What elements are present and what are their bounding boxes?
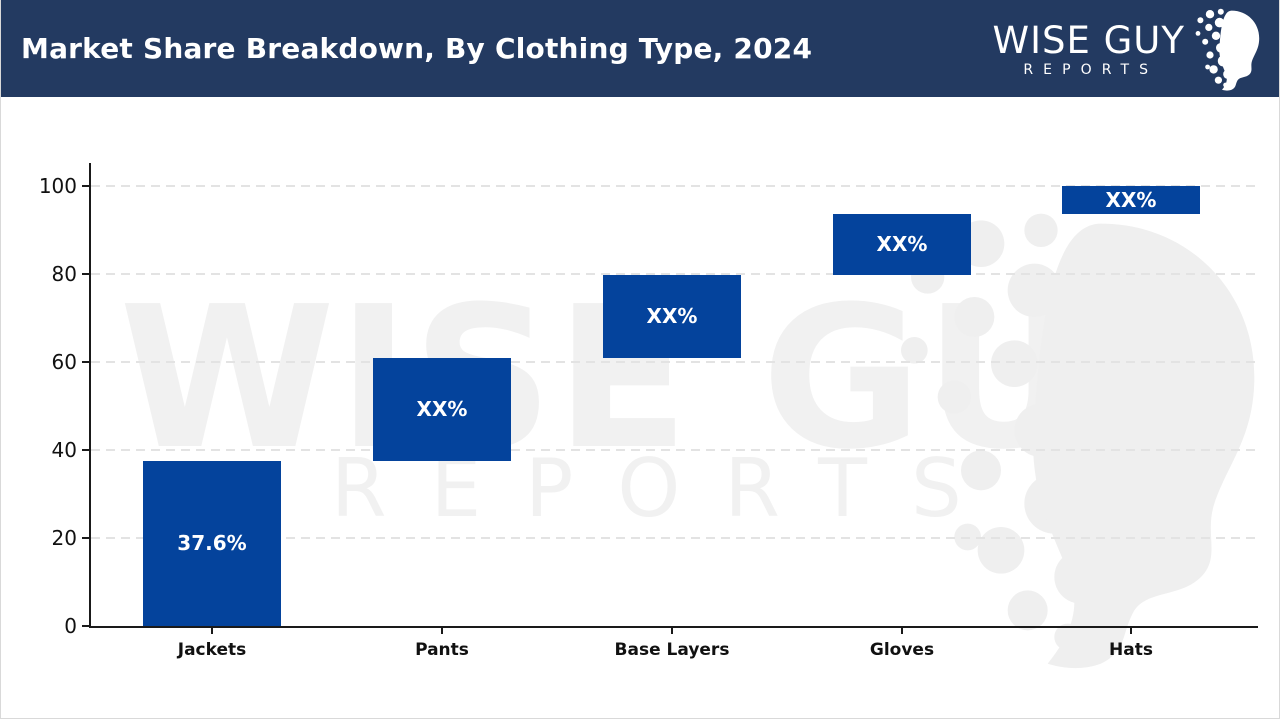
bar-value-label: XX% [416,397,468,422]
y-tick-mark [82,273,89,275]
y-tick-label: 80 [51,262,77,286]
y-tick-mark [82,185,89,187]
bar-value-label: XX% [646,304,698,329]
gridline [91,185,1257,187]
logo-face-icon [1191,7,1265,91]
y-tick-mark [82,625,89,627]
bar-segment-gloves: XX% [833,213,971,275]
x-tick-label-base-layers: Base Layers [614,640,730,660]
gridline [91,361,1257,363]
y-tick-label: 100 [38,174,77,198]
wise-guy-reports-logo: WISE GUY REPORTS [993,6,1265,92]
header: Market Share Breakdown, By Clothing Type… [1,0,1279,97]
bar-segment-base-layers: XX% [603,274,741,358]
y-tick-label: 0 [64,614,77,638]
x-axis-line [89,626,1258,628]
x-tick-mark [901,628,903,634]
x-tick-mark [671,628,673,634]
y-tick-mark [82,537,89,539]
bar-segment-hats: XX% [1062,186,1200,214]
chart-area: WISE GUY REPORTS 0 20 40 60 80 100 37.6% XX% XX%… [1,97,1279,718]
y-tick-mark [82,449,89,451]
y-tick-label: 20 [51,526,77,550]
x-tick-label-gloves: Gloves [869,640,935,660]
logo-wordmark: WISE GUY [992,18,1185,62]
bar-value-label: 37.6% [177,531,247,556]
y-tick-label: 40 [51,438,77,462]
x-tick-label-hats: Hats [1109,640,1153,660]
logo-text: WISE GUY REPORTS [993,22,1185,77]
logo-subtitle: REPORTS [1023,61,1159,78]
bar-value-label: XX% [1105,187,1157,212]
x-tick-mark [211,628,213,634]
y-tick-label: 60 [51,350,77,374]
x-tick-label-jackets: Jackets [177,640,247,660]
bar-segment-jackets: 37.6% [143,460,281,626]
gridline [91,273,1257,275]
page-title: Market Share Breakdown, By Clothing Type… [21,32,813,65]
x-tick-label-pants: Pants [415,640,469,660]
gridline [91,537,1257,539]
y-axis-line [89,163,91,628]
waterfall-chart: 0 20 40 60 80 100 37.6% XX% XX% XX% XX% Jackets Pant… [1,97,1279,718]
x-tick-mark [441,628,443,634]
bar-value-label: XX% [876,232,928,257]
gridline [91,449,1257,451]
bar-segment-pants: XX% [373,357,511,461]
y-tick-mark [82,361,89,363]
x-tick-mark [1130,628,1132,634]
